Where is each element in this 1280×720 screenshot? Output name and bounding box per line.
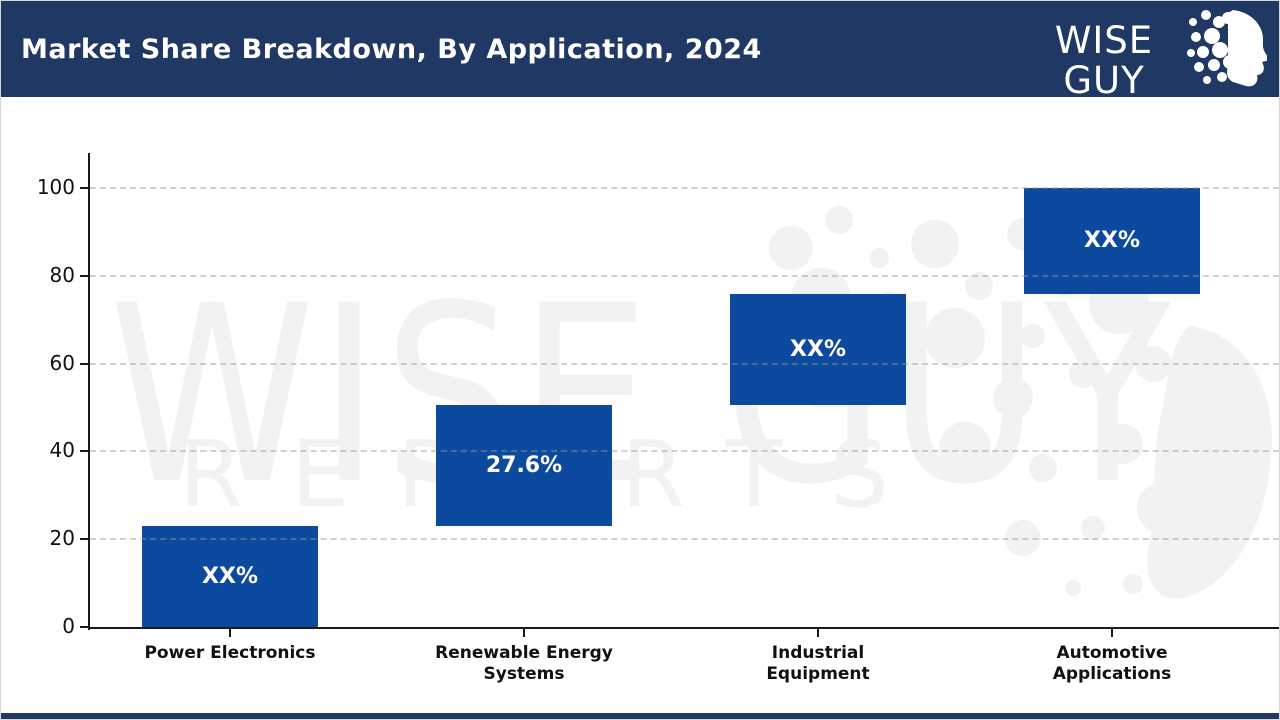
y-tick-mark <box>80 274 89 277</box>
footer-bar <box>1 713 1279 719</box>
bar-industrial-equipment: XX% <box>730 293 906 405</box>
y-tick-mark <box>80 538 89 541</box>
logo-head-icon <box>1187 10 1267 87</box>
y-tick-label: 20 <box>49 526 75 551</box>
category-label: Renewable Energy Systems <box>435 643 613 684</box>
gridline-80 <box>90 274 1279 277</box>
y-tick-mark <box>80 362 89 365</box>
x-tick-mark <box>817 629 819 637</box>
logo-wiseguy-text: WISE GUY <box>1054 19 1154 102</box>
gridline-60 <box>90 362 1279 365</box>
gridline-100 <box>90 187 1279 189</box>
logo-text: WISE GUY REPORTS <box>1015 19 1193 120</box>
logo-reports-text: REPORTS <box>1029 103 1185 119</box>
bar-automotive-applications: XX% <box>1024 188 1200 294</box>
category-label: Automotive Applications <box>1052 643 1172 684</box>
category-label: Power Electronics <box>144 643 316 663</box>
wise-guy-reports-logo: WISE GUY REPORTS <box>1015 9 1267 119</box>
y-axis-line <box>88 153 90 630</box>
bar-value-label: 27.6% <box>485 452 563 478</box>
y-tick-mark <box>80 187 89 189</box>
y-tick-mark <box>80 626 89 628</box>
y-tick-label: 80 <box>49 262 75 287</box>
bar-value-label: XX% <box>202 564 258 589</box>
category-label: Industrial Equipment <box>766 643 870 684</box>
y-tick-label: 100 <box>36 175 75 199</box>
plot-area: 0 20 40 60 80 100 XX% Power Electronics 27.6% Ren… <box>1 97 1279 715</box>
y-tick-label: 0 <box>62 614 75 638</box>
bar-value-label: XX% <box>1084 228 1140 254</box>
y-tick-label: 40 <box>49 438 75 463</box>
x-tick-mark <box>229 629 231 637</box>
gridline-40 <box>90 450 1279 453</box>
bar-value-label: XX% <box>790 336 846 362</box>
bar-power-electronics: XX% <box>142 526 318 627</box>
x-tick-mark <box>523 629 525 637</box>
y-tick-label: 60 <box>49 350 75 375</box>
header-bar: Market Share Breakdown, By Application, … <box>1 1 1279 119</box>
x-tick-mark <box>1111 629 1113 637</box>
x-axis-line <box>88 627 1279 629</box>
y-tick-mark <box>80 450 89 453</box>
gridline-20 <box>90 538 1279 541</box>
bar-renewable-energy-systems: 27.6% <box>436 404 612 527</box>
page-title: Market Share Breakdown, By Application, … <box>21 33 762 65</box>
